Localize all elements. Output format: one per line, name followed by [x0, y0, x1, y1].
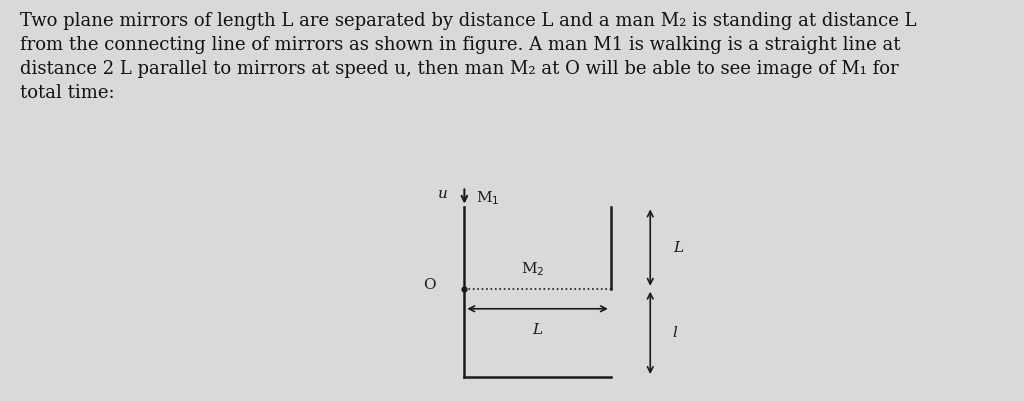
Text: u: u: [437, 188, 447, 201]
Text: Two plane mirrors of length L are separated by distance L and a man M₂ is standi: Two plane mirrors of length L are separa…: [20, 12, 916, 102]
Text: M$_1$: M$_1$: [475, 190, 499, 207]
Text: L: L: [532, 323, 543, 337]
Text: O: O: [424, 278, 436, 292]
Text: L: L: [673, 241, 683, 255]
Text: M$_2$: M$_2$: [520, 260, 544, 277]
Text: l: l: [673, 326, 678, 340]
